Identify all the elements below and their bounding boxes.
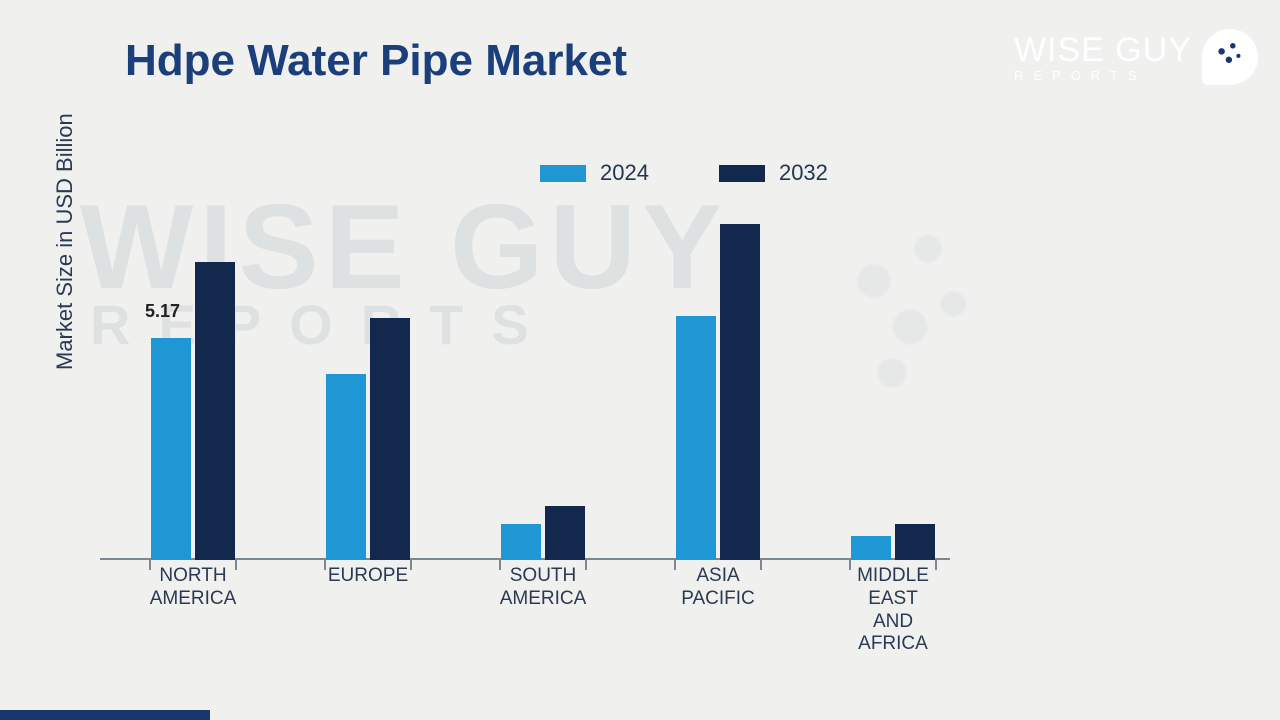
logo-line1: WISE GUY (1014, 33, 1192, 67)
bar-group (118, 262, 268, 560)
bar (195, 262, 235, 560)
x-axis-category-label: EUROPE (293, 565, 443, 588)
legend-label-2024: 2024 (600, 160, 649, 186)
legend-item-2024: 2024 (540, 160, 649, 186)
logo-line2: REPORTS (1014, 69, 1192, 82)
x-axis-category-label: SOUTHAMERICA (468, 565, 618, 611)
footer-accent-bar (0, 710, 210, 720)
bar-group (468, 506, 618, 560)
bar-group (643, 224, 793, 560)
bar-group (818, 524, 968, 560)
logo-head-icon (1202, 29, 1258, 85)
legend-swatch-2032 (719, 165, 765, 182)
legend-label-2032: 2032 (779, 160, 828, 186)
bar (151, 338, 191, 560)
brand-logo: WISE GUY REPORTS (978, 18, 1258, 96)
x-axis-category-label: NORTHAMERICA (118, 565, 268, 611)
legend-swatch-2024 (540, 165, 586, 182)
x-axis-category-label: ASIAPACIFIC (643, 565, 793, 611)
y-axis-label: Market Size in USD Billion (52, 113, 78, 370)
bar (720, 224, 760, 560)
legend: 2024 2032 (540, 160, 828, 186)
bar (370, 318, 410, 560)
chart-title: Hdpe Water Pipe Market (125, 36, 627, 86)
bar (326, 374, 366, 560)
bar (895, 524, 935, 560)
bar-group (293, 318, 443, 560)
bar (851, 536, 891, 560)
legend-item-2032: 2032 (719, 160, 828, 186)
x-axis-category-label: MIDDLEEASTANDAFRICA (818, 565, 968, 656)
bar (676, 316, 716, 560)
bar (501, 524, 541, 560)
bar-value-label: 5.17 (145, 301, 180, 322)
chart-plot-area: 5.17 (100, 200, 950, 560)
bar (545, 506, 585, 560)
